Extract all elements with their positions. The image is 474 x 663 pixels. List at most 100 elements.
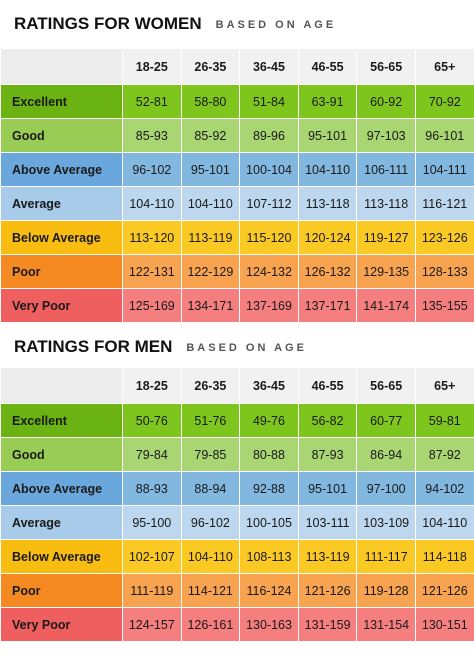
table-cell: 121-126: [414, 573, 474, 608]
row-label: Poor: [0, 573, 123, 608]
table-row: Below Average 102-107 104-110 108-113 11…: [0, 539, 474, 574]
table-cell: 60-77: [356, 403, 416, 438]
table-row: Good 85-93 85-92 89-96 95-101 97-103 96-…: [0, 118, 474, 153]
table-row: Excellent 52-81 58-80 51-84 63-91 60-92 …: [0, 84, 474, 119]
row-label: Good: [0, 437, 123, 472]
table-row: Average 104-110 104-110 107-112 113-118 …: [0, 186, 474, 221]
column-header: 56-65: [356, 48, 416, 85]
men-title: RATINGS FOR MEN: [14, 337, 173, 356]
column-header: 46-55: [297, 367, 358, 404]
women-title-row: RATINGS FOR WOMEN BASED ON AGE: [0, 0, 474, 48]
table-cell: 59-81: [414, 403, 474, 438]
table-cell: 106-111: [356, 152, 416, 187]
table-row: Very Poor 124-157 126-161 130-163 131-15…: [0, 607, 474, 642]
table-row: Poor 111-119 114-121 116-124 121-126 119…: [0, 573, 474, 608]
table-cell: 124-157: [122, 607, 182, 642]
table-cell: 130-163: [239, 607, 299, 642]
table-cell: 51-84: [239, 84, 299, 119]
table-cell: 115-120: [239, 220, 299, 255]
table-cell: 104-111: [414, 152, 474, 187]
header-corner: [0, 367, 123, 404]
table-row: Poor 122-131 122-129 124-132 126-132 129…: [0, 254, 474, 289]
table-row: Very Poor 125-169 134-171 137-169 137-17…: [0, 288, 474, 323]
table-cell: 79-84: [122, 437, 182, 472]
row-label: Average: [0, 186, 123, 221]
table-header-row: 18-25 26-35 36-45 46-55 56-65 65+: [0, 367, 474, 404]
row-label: Above Average: [0, 471, 123, 506]
table-cell: 79-85: [180, 437, 241, 472]
column-header: 46-55: [297, 48, 358, 85]
table-cell: 92-88: [239, 471, 299, 506]
table-cell: 97-100: [356, 471, 416, 506]
table-cell: 134-171: [180, 288, 241, 323]
table-cell: 96-101: [414, 118, 474, 153]
table-cell: 123-126: [414, 220, 474, 255]
table-cell: 96-102: [122, 152, 182, 187]
table-cell: 113-120: [122, 220, 182, 255]
row-label: Excellent: [0, 84, 123, 119]
men-subtitle: BASED ON AGE: [186, 342, 307, 354]
table-cell: 121-126: [297, 573, 358, 608]
row-label: Very Poor: [0, 288, 123, 323]
column-header: 26-35: [180, 367, 241, 404]
table-header-row: 18-25 26-35 36-45 46-55 56-65 65+: [0, 48, 474, 85]
table-row: Excellent 50-76 51-76 49-76 56-82 60-77 …: [0, 403, 474, 438]
table-cell: 113-118: [356, 186, 416, 221]
column-header: 36-45: [239, 48, 299, 85]
row-label: Good: [0, 118, 123, 153]
table-cell: 111-119: [122, 573, 182, 608]
row-label: Average: [0, 505, 123, 540]
table-cell: 80-88: [239, 437, 299, 472]
table-cell: 49-76: [239, 403, 299, 438]
table-cell: 116-121: [414, 186, 474, 221]
table-row: Above Average 96-102 95-101 100-104 104-…: [0, 152, 474, 187]
table-cell: 104-110: [414, 505, 474, 540]
table-cell: 131-154: [356, 607, 416, 642]
table-cell: 113-119: [180, 220, 241, 255]
table-cell: 108-113: [239, 539, 299, 574]
column-header: 36-45: [239, 367, 299, 404]
table-cell: 103-111: [297, 505, 358, 540]
header-corner: [0, 48, 123, 85]
table-cell: 119-127: [356, 220, 416, 255]
table-cell: 104-110: [297, 152, 358, 187]
table-cell: 95-101: [297, 118, 358, 153]
table-cell: 104-110: [122, 186, 182, 221]
column-header: 65+: [414, 367, 474, 404]
table-cell: 85-93: [122, 118, 182, 153]
table-cell: 104-110: [180, 186, 241, 221]
table-cell: 122-129: [180, 254, 241, 289]
table-cell: 89-96: [239, 118, 299, 153]
men-section: RATINGS FOR MEN BASED ON AGE 18-25 26-35…: [0, 323, 474, 642]
row-label: Excellent: [0, 403, 123, 438]
table-cell: 113-118: [297, 186, 358, 221]
table-cell: 126-132: [297, 254, 358, 289]
table-cell: 124-132: [239, 254, 299, 289]
table-cell: 114-121: [180, 573, 241, 608]
table-cell: 107-112: [239, 186, 299, 221]
table-cell: 131-159: [297, 607, 358, 642]
table-cell: 130-151: [414, 607, 474, 642]
table-cell: 102-107: [122, 539, 182, 574]
table-cell: 96-102: [180, 505, 241, 540]
table-cell: 104-110: [180, 539, 241, 574]
table-cell: 100-105: [239, 505, 299, 540]
table-cell: 114-118: [414, 539, 474, 574]
table-cell: 100-104: [239, 152, 299, 187]
table-cell: 86-94: [356, 437, 416, 472]
table-cell: 95-101: [180, 152, 241, 187]
table-cell: 58-80: [180, 84, 241, 119]
table-cell: 135-155: [414, 288, 474, 323]
row-label: Above Average: [0, 152, 123, 187]
table-cell: 137-169: [239, 288, 299, 323]
women-subtitle: BASED ON AGE: [215, 19, 337, 31]
table-cell: 137-171: [297, 288, 358, 323]
column-header: 56-65: [356, 367, 416, 404]
column-header: 18-25: [122, 367, 182, 404]
women-ratings-table: 18-25 26-35 36-45 46-55 56-65 65+ Excell…: [0, 48, 474, 323]
table-cell: 51-76: [180, 403, 241, 438]
table-cell: 87-93: [297, 437, 358, 472]
table-cell: 94-102: [414, 471, 474, 506]
column-header: 26-35: [180, 48, 241, 85]
table-cell: 119-128: [356, 573, 416, 608]
